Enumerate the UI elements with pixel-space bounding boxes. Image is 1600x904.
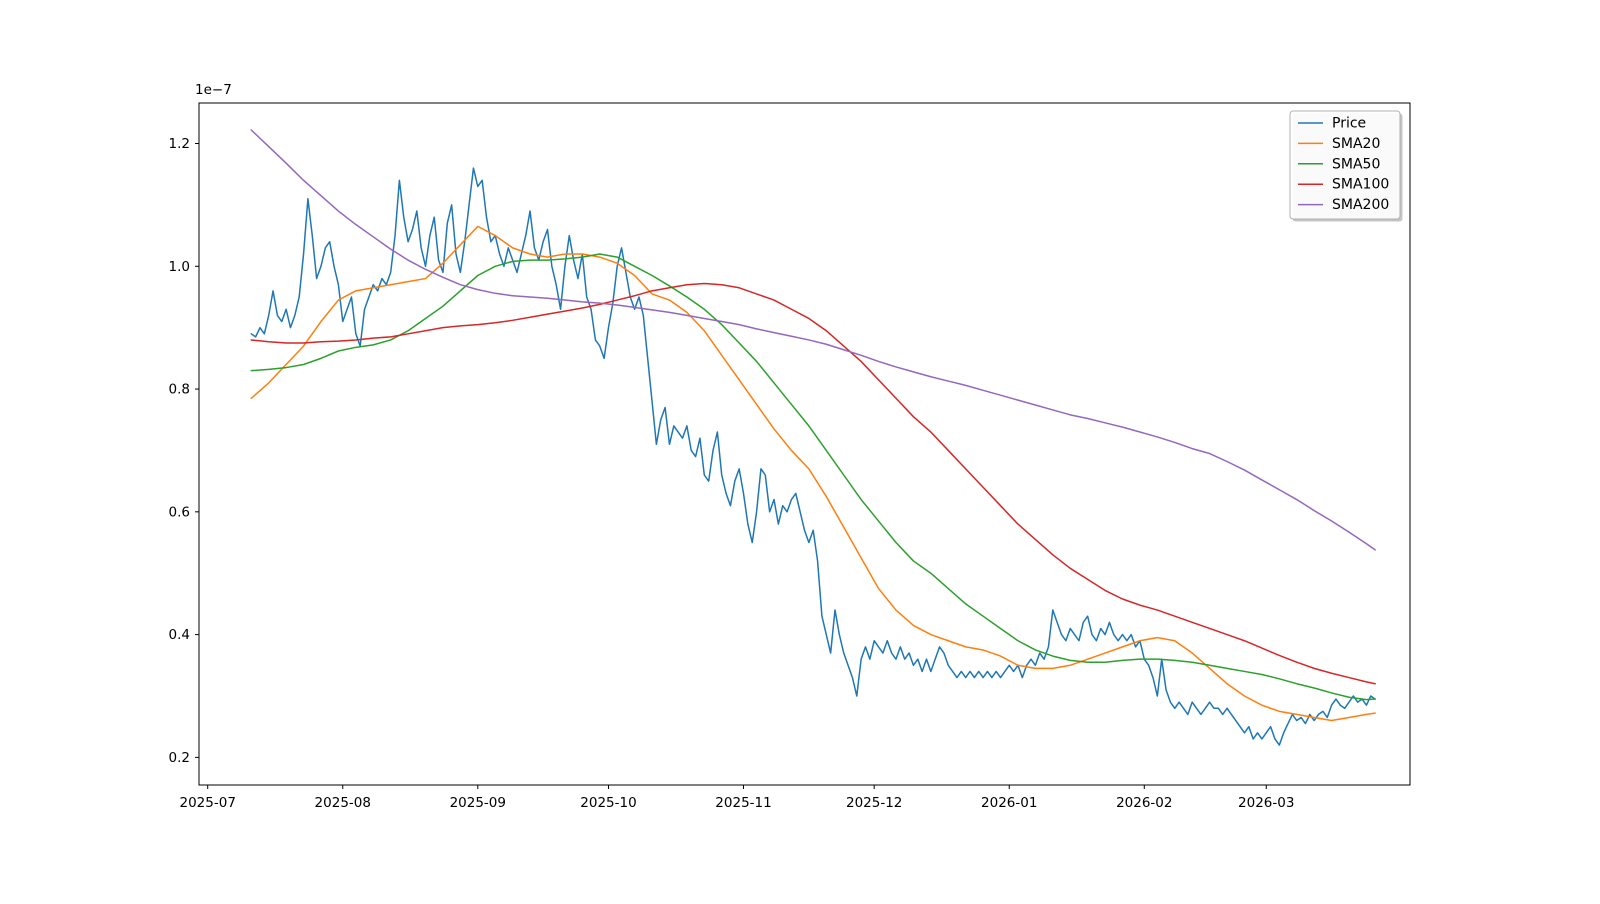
y-tick-label: 0.6 [169,504,190,520]
y-tick-label: 1.2 [169,136,190,152]
legend-label: SMA200 [1332,197,1389,213]
legend-label: Price [1332,116,1366,132]
series-line-sma50 [250,253,1376,701]
x-tick-label: 2025-12 [846,795,902,811]
x-tick-label: 2025-07 [180,795,236,811]
x-tick-label: 2026-01 [981,795,1037,811]
series-line-sma200 [250,129,1376,551]
series-line-sma20 [250,225,1376,722]
y-tick-label: 0.8 [169,382,190,398]
legend-box [1289,110,1401,220]
y-tick-label: 0.2 [169,750,190,766]
legend-entry-price: Price [1298,116,1366,132]
legend: Price SMA20 SMA50 SMA100 SMA200 [1289,110,1403,222]
series-line-price [250,167,1376,746]
legend-entry-sma200: SMA200 [1298,197,1389,213]
y-axis-offset-label: 1e−7 [195,82,232,98]
x-tick-label: 2025-08 [315,795,371,811]
plot-area [198,102,1411,786]
x-tick-label: 2025-11 [715,795,771,811]
legend-label: SMA100 [1332,177,1389,193]
legend-entry-sma100: SMA100 [1298,177,1389,193]
legend-label: SMA50 [1332,156,1380,172]
x-tick-label: 2025-10 [580,795,636,811]
y-tick-label: 1.0 [169,259,190,275]
series-line-sma100 [250,282,1376,685]
legend-entry-sma50: SMA50 [1298,156,1380,172]
x-tick-label: 2026-02 [1116,795,1172,811]
x-tick-label: 2026-03 [1238,795,1294,811]
legend-entry-sma20: SMA20 [1298,136,1380,152]
y-tick-label: 0.4 [169,627,190,643]
x-tick-label: 2025-09 [450,795,506,811]
legend-label: SMA20 [1332,136,1380,152]
